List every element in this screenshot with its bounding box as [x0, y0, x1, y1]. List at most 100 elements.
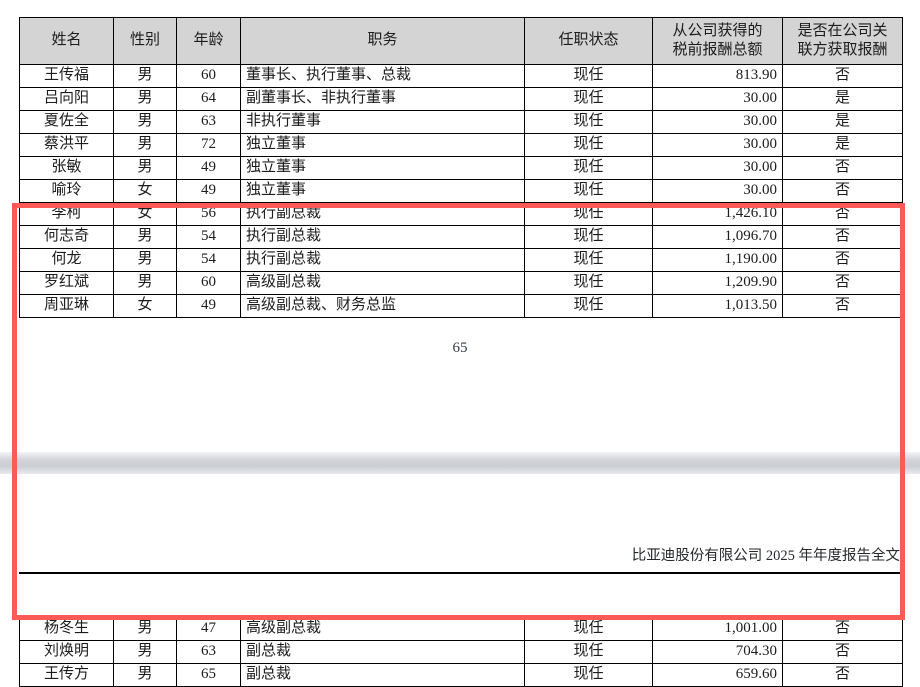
cell-post: 独立董事 [240, 133, 525, 157]
cell-sex: 男 [113, 156, 177, 180]
cell-post: 执行副总裁 [240, 225, 525, 249]
cell-sex: 男 [113, 225, 177, 249]
cell-sex: 女 [113, 179, 177, 203]
cell-post: 执行副总裁 [240, 248, 525, 272]
page-footer-text: 比亚迪股份有限公司 2025 年年度报告全文 [631, 548, 900, 564]
cell-sex: 男 [113, 133, 177, 157]
cell-post: 高级副总裁 [240, 617, 525, 641]
cell-status: 现任 [524, 663, 653, 687]
cell-age: 49 [176, 294, 241, 318]
cell-status: 现任 [524, 110, 653, 134]
cell-post: 副董事长、非执行董事 [240, 87, 525, 111]
column-header-pretax-pay-line1: 从公司获得的 [672, 22, 763, 39]
cell-pay: 1,096.70 [652, 225, 783, 249]
table-row: 吕向阳男 64 副董事长、非执行董事 现任 30.00 是 [19, 87, 903, 111]
cell-pay: 1,001.00 [652, 617, 783, 641]
cell-status: 现任 [524, 87, 653, 111]
column-header-pretax-pay-line2: 税前报酬总额 [672, 42, 763, 58]
cell-sex: 女 [113, 202, 177, 226]
cell-name: 蔡洪平 [19, 133, 114, 157]
cell-name: 吕向阳 [19, 87, 114, 111]
table-row: 李柯女 56 执行副总裁 现任 1,426.10 否 [19, 202, 903, 226]
table-row: 夏佐全男 63 非执行董事 现任 30.00 是 [19, 110, 903, 134]
cell-rel: 是 [782, 110, 903, 134]
cell-pay: 1,190.00 [652, 248, 783, 272]
cell-age: 63 [176, 110, 241, 134]
cell-pay: 704.30 [652, 640, 783, 664]
page-separator-band [0, 452, 920, 474]
cell-status: 现任 [524, 202, 653, 226]
cell-pay: 1,209.90 [652, 271, 783, 295]
cell-post: 独立董事 [240, 179, 525, 203]
cell-age: 49 [176, 179, 241, 203]
cell-age: 63 [176, 640, 241, 664]
cell-rel: 否 [782, 64, 903, 88]
table-row: 何龙男 54 执行副总裁 现任 1,190.00 否 [19, 248, 903, 272]
page-top-rule [19, 572, 902, 574]
cell-pay: 813.90 [652, 64, 783, 88]
cell-age: 60 [176, 271, 241, 295]
table-row: 周亚琳女 49 高级副总裁、财务总监 现任 1,013.50 否 [19, 294, 903, 318]
cell-rel: 否 [782, 156, 903, 180]
cell-sex: 女 [113, 294, 177, 318]
cell-status: 现任 [524, 133, 653, 157]
column-header-related-party-pay-line1: 是否在公司关 [797, 22, 888, 39]
remuneration-table-page-bottom: 杨冬生男 47 高级副总裁 现任 1,001.00 否刘焕明男 63 副总裁 现任 704.30 否… [19, 617, 903, 687]
cell-sex: 男 [113, 663, 177, 687]
cell-age: 64 [176, 87, 241, 111]
cell-pay: 1,426.10 [652, 202, 783, 226]
column-header-age: 年龄 [176, 17, 241, 65]
column-header-related-party-pay-line2: 联方获取报酬 [797, 42, 888, 58]
cell-age: 72 [176, 133, 241, 157]
cell-rel: 否 [782, 248, 903, 272]
cell-status: 现任 [524, 248, 653, 272]
cell-age: 54 [176, 248, 241, 272]
cell-status: 现任 [524, 64, 653, 88]
cell-pay: 30.00 [652, 87, 783, 111]
cell-status: 现任 [524, 225, 653, 249]
table-row: 王传福男 60 董事长、执行董事、总裁 现任 813.90 否 [19, 64, 903, 88]
cell-pay: 30.00 [652, 156, 783, 180]
cell-name: 周亚琳 [19, 294, 114, 318]
cell-age: 65 [176, 663, 241, 687]
remuneration-table-page-top: 姓名 性别 年龄 职务 任职状态 从公司获得的 税前报酬总额 是否在公司关 联方… [19, 17, 903, 318]
column-header-sex: 性别 [113, 17, 177, 65]
cell-age: 56 [176, 202, 241, 226]
cell-status: 现任 [524, 617, 653, 641]
table-row: 喻玲女 49 独立董事 现任 30.00 否 [19, 179, 903, 203]
cell-rel: 否 [782, 179, 903, 203]
cell-rel: 否 [782, 271, 903, 295]
column-header-name: 姓名 [19, 17, 114, 65]
table-row: 张敏男 49 独立董事 现任 30.00 否 [19, 156, 903, 180]
cell-name: 夏佐全 [19, 110, 114, 134]
cell-name: 何龙 [19, 248, 114, 272]
cell-rel: 否 [782, 225, 903, 249]
cell-status: 现任 [524, 179, 653, 203]
cell-sex: 男 [113, 248, 177, 272]
cell-pay: 659.60 [652, 663, 783, 687]
cell-age: 54 [176, 225, 241, 249]
table-row: 罗红斌男 60 高级副总裁 现任 1,209.90 否 [19, 271, 903, 295]
cell-age: 47 [176, 617, 241, 641]
cell-pay: 30.00 [652, 110, 783, 134]
cell-rel: 否 [782, 617, 903, 641]
column-header-pretax-pay: 从公司获得的 税前报酬总额 [652, 17, 783, 65]
cell-name: 杨冬生 [19, 617, 114, 641]
column-header-status: 任职状态 [524, 17, 653, 65]
cell-status: 现任 [524, 294, 653, 318]
cell-status: 现任 [524, 271, 653, 295]
cell-name: 李柯 [19, 202, 114, 226]
page-number: 65 [452, 340, 468, 356]
table-header-row: 姓名 性别 年龄 职务 任职状态 从公司获得的 税前报酬总额 是否在公司关 联方… [19, 17, 903, 65]
cell-sex: 男 [113, 110, 177, 134]
cell-name: 刘焕明 [19, 640, 114, 664]
cell-name: 喻玲 [19, 179, 114, 203]
cell-rel: 否 [782, 294, 903, 318]
cell-post: 副总裁 [240, 640, 525, 664]
cell-name: 罗红斌 [19, 271, 114, 295]
table-row: 王传方男 65 副总裁 现任 659.60 否 [19, 663, 903, 687]
cell-post: 执行副总裁 [240, 202, 525, 226]
cell-post: 高级副总裁、财务总监 [240, 294, 525, 318]
cell-post: 副总裁 [240, 663, 525, 687]
